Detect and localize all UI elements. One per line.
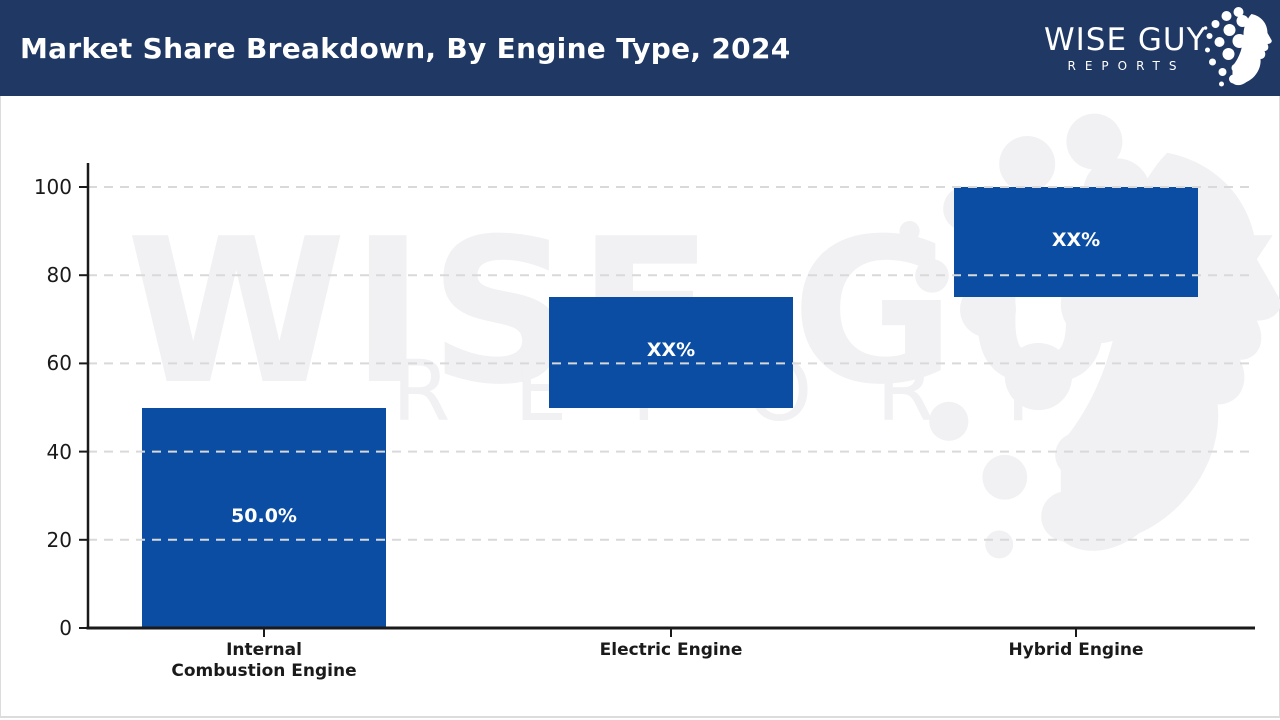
- logo: WISE GUY REPORTS: [1020, 4, 1272, 92]
- app-header: Market Share Breakdown, By Engine Type, …: [0, 0, 1280, 96]
- logo-reports-text: REPORTS: [1067, 59, 1186, 73]
- bar-internal-combustion-engine: [142, 407, 386, 628]
- logo-wiseguy-text: WISE GUY: [1044, 22, 1207, 58]
- bar-hybrid-engine: [954, 187, 1198, 298]
- bar-electric-engine: [549, 297, 793, 408]
- page-title: Market Share Breakdown, By Engine Type, …: [20, 31, 791, 65]
- logo-head-icon: [1203, 7, 1272, 87]
- logo-wordmark: WISE GUY REPORTS: [1044, 22, 1207, 74]
